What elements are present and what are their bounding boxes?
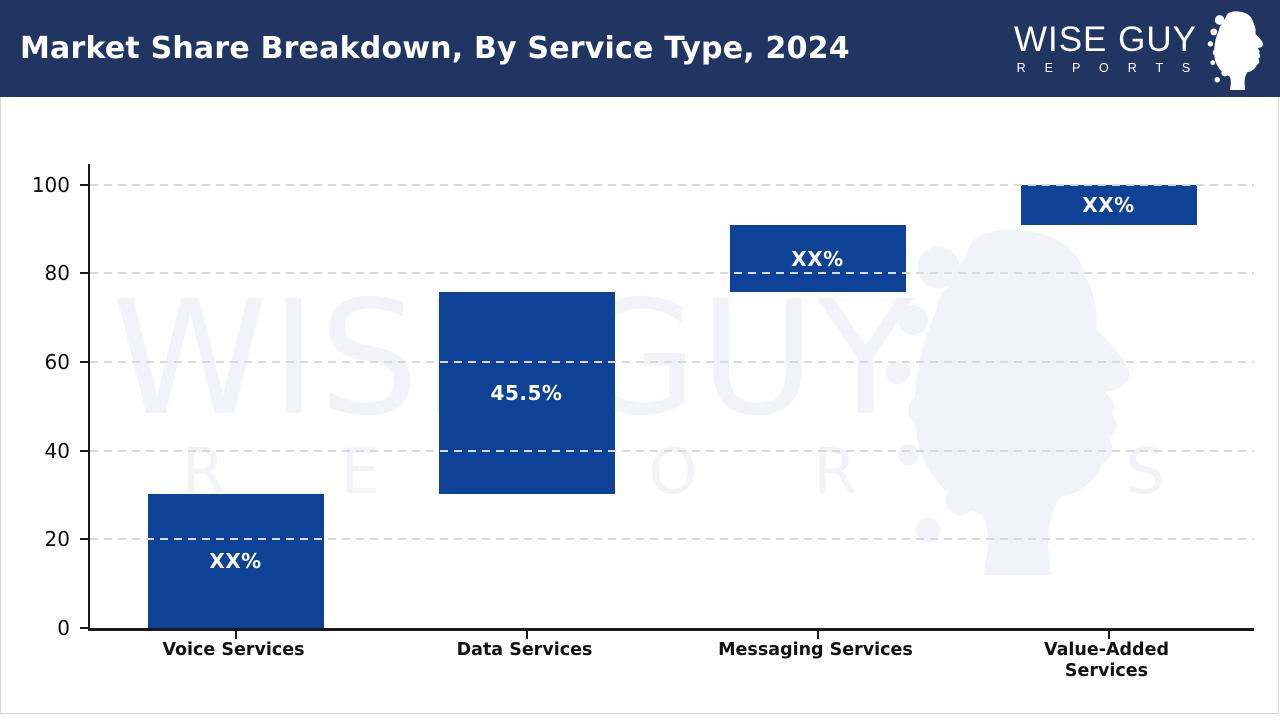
gridline-80 bbox=[90, 272, 1254, 275]
plot-area: XX% 45.5% XX% XX% bbox=[80, 164, 1254, 639]
y-tick-0 bbox=[80, 627, 88, 629]
gridline-60 bbox=[90, 361, 1254, 364]
bar-value-label: XX% bbox=[209, 548, 262, 573]
y-tick-label-60: 60 bbox=[44, 350, 70, 375]
x-tick-voice-services bbox=[234, 631, 237, 639]
y-tick-60 bbox=[80, 361, 88, 364]
category-label-messaging-services: Messaging Services bbox=[718, 640, 913, 660]
logo-wordmark: WISE GUY bbox=[1013, 20, 1197, 60]
gridline-40 bbox=[90, 449, 1254, 452]
category-label-value-added-services: Value-Added Services bbox=[1044, 640, 1169, 681]
bar-messaging-services: XX% bbox=[729, 225, 906, 293]
x-tick-data-services bbox=[525, 631, 528, 639]
category-label-voice-services: Voice Services bbox=[162, 640, 305, 660]
bar-data-services: 45.5% bbox=[438, 292, 615, 494]
y-axis-labels: 0 20 40 60 80 100 bbox=[0, 164, 78, 640]
y-tick-label-40: 40 bbox=[44, 438, 70, 463]
y-tick-label-80: 80 bbox=[44, 261, 70, 286]
logo-text: WISE GUY R E P O R T S bbox=[1013, 20, 1198, 75]
x-tick-messaging-services bbox=[816, 631, 819, 639]
y-tick-20 bbox=[80, 538, 88, 541]
x-axis-labels: Voice Services Data Services Messaging Ser… bbox=[88, 640, 1252, 710]
y-tick-label-0: 0 bbox=[57, 616, 70, 640]
bar-value-label: XX% bbox=[791, 246, 844, 271]
logo-tagline: R E P O R T S bbox=[1016, 60, 1198, 75]
x-tick-value-added-services bbox=[1107, 631, 1110, 639]
category-label-data-services: Data Services bbox=[456, 640, 593, 660]
header: Market Share Breakdown, By Service Type,… bbox=[0, 0, 1280, 97]
bar-value-added-services: XX% bbox=[1020, 184, 1197, 226]
bar-value-label: 45.5% bbox=[490, 380, 563, 405]
y-tick-label-20: 20 bbox=[44, 527, 70, 552]
y-tick-100 bbox=[80, 183, 88, 186]
wise-guy-logo: WISE GUY R E P O R T S bbox=[1013, 8, 1270, 90]
bar-voice-services: XX% bbox=[147, 493, 324, 628]
gridline-20 bbox=[90, 538, 1254, 541]
page-title: Market Share Breakdown, By Service Type,… bbox=[20, 31, 850, 66]
chart-area: WISE GUY R E P O R T S 0 20 40 60 80 100 XX% 4… bbox=[0, 97, 1280, 720]
bar-value-label: XX% bbox=[1082, 193, 1135, 217]
wise-guy-head-icon bbox=[1207, 10, 1264, 90]
y-tick-40 bbox=[80, 449, 88, 452]
y-tick-label-100: 100 bbox=[31, 172, 70, 197]
gridline-100 bbox=[90, 183, 1254, 186]
y-tick-80 bbox=[80, 272, 88, 275]
